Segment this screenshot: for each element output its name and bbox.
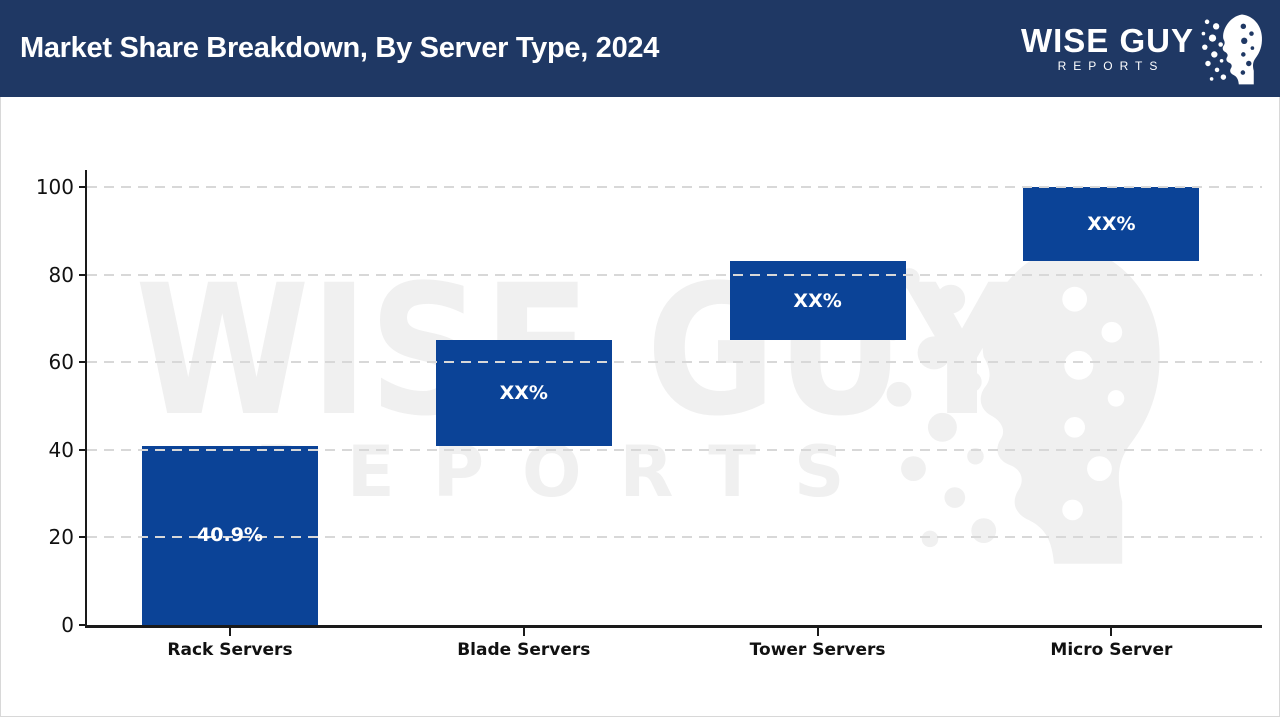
- watermark-face-icon: [884, 245, 1160, 564]
- x-tick-label-tower-servers: Tower Servers: [749, 640, 886, 660]
- y-tick-60: [79, 361, 87, 364]
- x-tick-label-rack-servers: Rack Servers: [167, 640, 293, 660]
- x-tick-label-blade-servers: Blade Servers: [457, 640, 591, 660]
- bar-label-tower-servers: XX%: [793, 289, 842, 312]
- logo-subtitle: REPORTS: [1057, 59, 1165, 74]
- y-tick-label-0: 0: [61, 613, 74, 637]
- x-tick-micro-server: [1110, 628, 1113, 636]
- wiseguy-logo: WISE GUY REPORTS: [1021, 12, 1266, 86]
- bar-rack-servers: [142, 445, 318, 625]
- gridline-100: [87, 186, 1262, 188]
- page-title: Market Share Breakdown, By Server Type, …: [20, 32, 660, 64]
- y-tick-label-80: 80: [48, 262, 74, 287]
- gridline-80: [87, 273, 1262, 276]
- y-tick-label-40: 40: [48, 437, 74, 462]
- y-axis: [85, 170, 87, 627]
- logo-text: WISE GUY REPORTS: [1020, 21, 1194, 74]
- y-tick-100: [79, 186, 87, 188]
- y-tick-label-100: 100: [35, 175, 74, 199]
- x-axis: [85, 625, 1262, 628]
- bar-label-blade-servers: XX%: [499, 382, 548, 405]
- bar-label-rack-servers: 40.9%: [197, 524, 263, 547]
- x-tick-blade-servers: [522, 628, 525, 636]
- y-tick-label-20: 20: [48, 525, 74, 550]
- bar-micro-server: [1023, 187, 1200, 262]
- x-tick-tower-servers: [816, 628, 819, 636]
- logo-wordmark: WISE GUY: [1020, 21, 1194, 59]
- y-tick-80: [79, 273, 87, 276]
- y-tick-label-60: 60: [48, 350, 74, 375]
- bar-blade-servers: [435, 340, 612, 446]
- y-tick-0: [79, 624, 87, 626]
- gridline-40: [87, 448, 1262, 451]
- bar-label-micro-server: XX%: [1087, 213, 1136, 236]
- y-tick-40: [79, 448, 87, 451]
- header-bar: Market Share Breakdown, By Server Type, …: [0, 0, 1280, 97]
- logo-face-icon: [1201, 14, 1262, 84]
- y-tick-20: [79, 536, 87, 539]
- x-tick-label-micro-server: Micro Server: [1050, 640, 1173, 660]
- x-tick-rack-servers: [229, 628, 231, 636]
- gridline-60: [87, 361, 1262, 364]
- watermark-subtitle: REPORTS: [255, 431, 883, 513]
- gridline-20: [87, 536, 1262, 539]
